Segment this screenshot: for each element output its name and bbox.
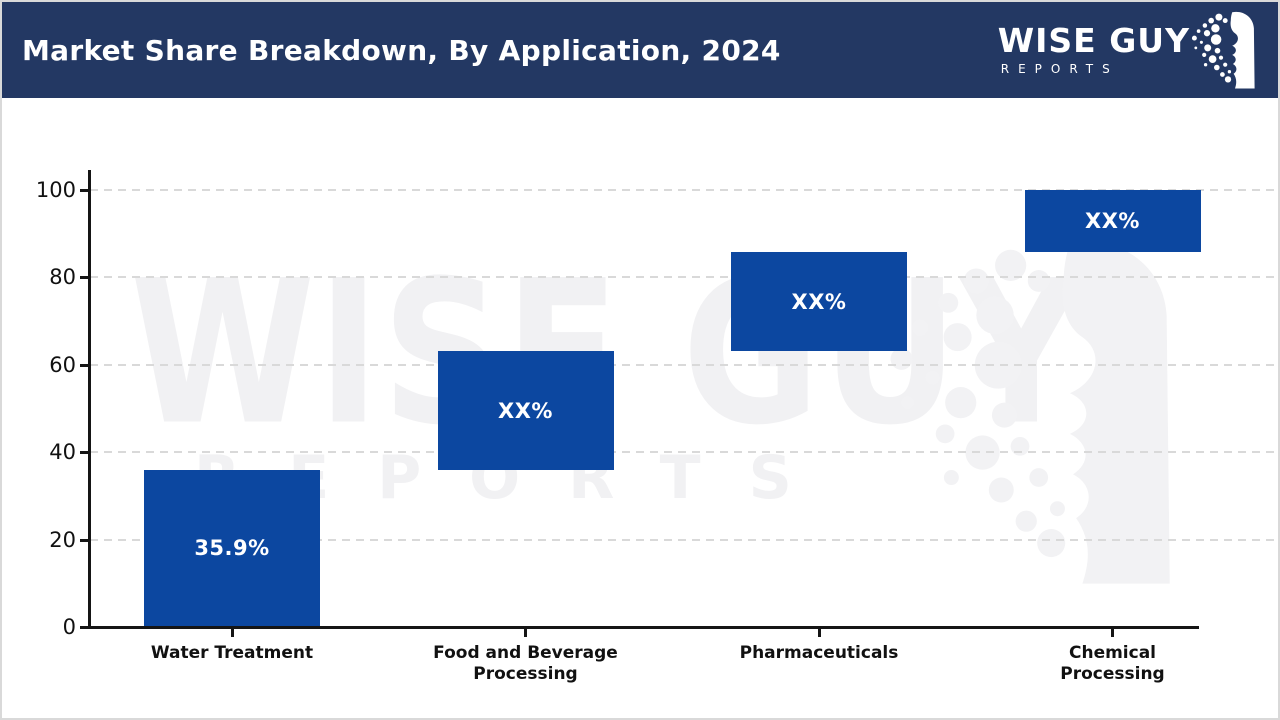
y-tick-label: 20 xyxy=(49,527,76,552)
gridline xyxy=(90,363,1274,366)
y-tick-mark xyxy=(80,363,88,367)
y-tick-label: 60 xyxy=(49,352,76,377)
x-category-label-line: Processing xyxy=(1060,664,1165,684)
header-bar: Market Share Breakdown, By Application, … xyxy=(2,2,1278,98)
bar-value-label: XX% xyxy=(498,398,553,423)
logo-wordmark: WISE GUY xyxy=(997,21,1190,60)
y-tick-mark xyxy=(80,451,88,454)
x-tick-mark xyxy=(230,629,234,637)
x-category-label-line: Chemical xyxy=(1068,643,1157,663)
x-axis-line xyxy=(88,626,1199,629)
y-tick-mark xyxy=(80,538,88,542)
bar-value-label: XX% xyxy=(791,289,847,314)
y-tick-label: 0 xyxy=(62,615,76,639)
waterfall-bar: XX% xyxy=(1024,189,1201,253)
y-axis-line xyxy=(88,170,91,629)
y-tick-label: 80 xyxy=(49,265,76,289)
x-category-label: Food and Beverage Processing xyxy=(416,643,636,685)
x-tick-mark xyxy=(1111,629,1114,637)
x-tick-mark xyxy=(817,629,821,637)
logo-subtitle: REPORTS xyxy=(1000,62,1119,76)
chart-title: Market Share Breakdown, By Application, … xyxy=(22,33,781,67)
x-category-label: Chemical Processing xyxy=(1003,643,1223,685)
y-tick-label: 100 xyxy=(35,177,76,202)
bar-value-label: XX% xyxy=(1085,208,1140,233)
x-category-label: Pharmaceuticals xyxy=(709,643,929,664)
y-tick-mark xyxy=(80,188,88,192)
waterfall-bar: 35.9% xyxy=(144,469,320,627)
bar-value-label: 35.9% xyxy=(194,536,270,561)
waterfall-bar: XX% xyxy=(437,351,614,470)
y-tick-label: 40 xyxy=(49,440,76,464)
x-category-label-line: Food and Beverage xyxy=(433,643,618,663)
x-tick-mark xyxy=(524,629,527,637)
gridline xyxy=(90,451,1274,453)
y-tick-mark xyxy=(80,276,88,279)
x-category-label-line: Water Treatment xyxy=(150,643,314,663)
x-category-label-line: Pharmaceuticals xyxy=(739,643,899,663)
gridline xyxy=(90,188,1274,191)
wiseguy-logo-text: WISE GUY REPORTS xyxy=(998,24,1190,76)
gridline xyxy=(90,538,1274,541)
wiseguy-logo: WISE GUY REPORTS xyxy=(998,11,1256,89)
wiseguy-face-icon xyxy=(1191,11,1255,89)
waterfall-bar: XX% xyxy=(731,252,907,352)
gridline xyxy=(90,276,1274,278)
x-category-label: Water Treatment xyxy=(122,643,342,664)
y-tick-mark xyxy=(80,626,88,629)
x-category-label-line: Processing xyxy=(473,664,578,684)
